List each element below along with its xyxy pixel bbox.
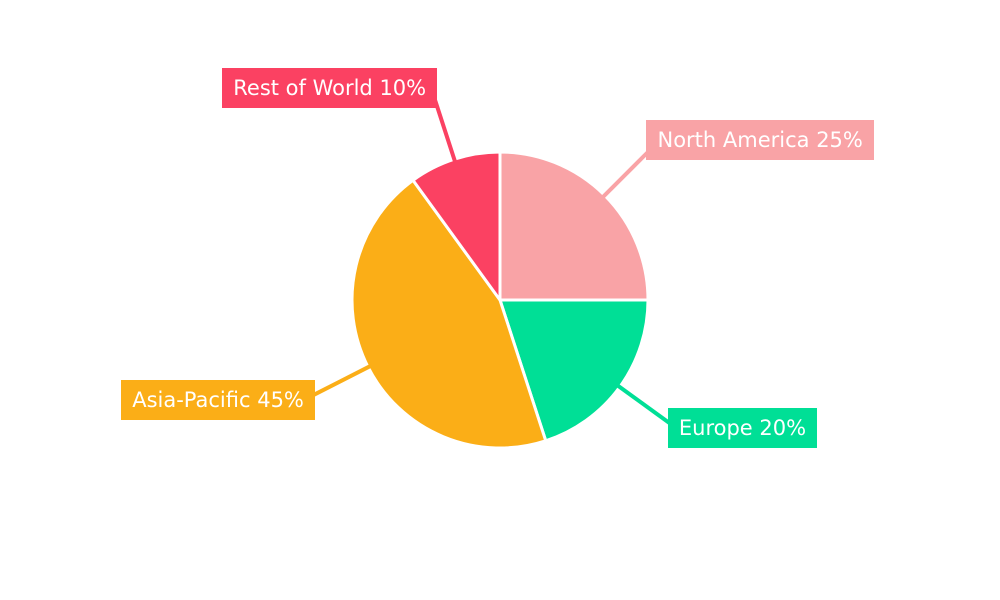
leader-line-rest-of-world: [433, 99, 458, 163]
leader-line-europe: [616, 383, 672, 426]
leader-line-north-america: [601, 150, 650, 199]
leader-line-asia-pacific: [311, 364, 372, 398]
